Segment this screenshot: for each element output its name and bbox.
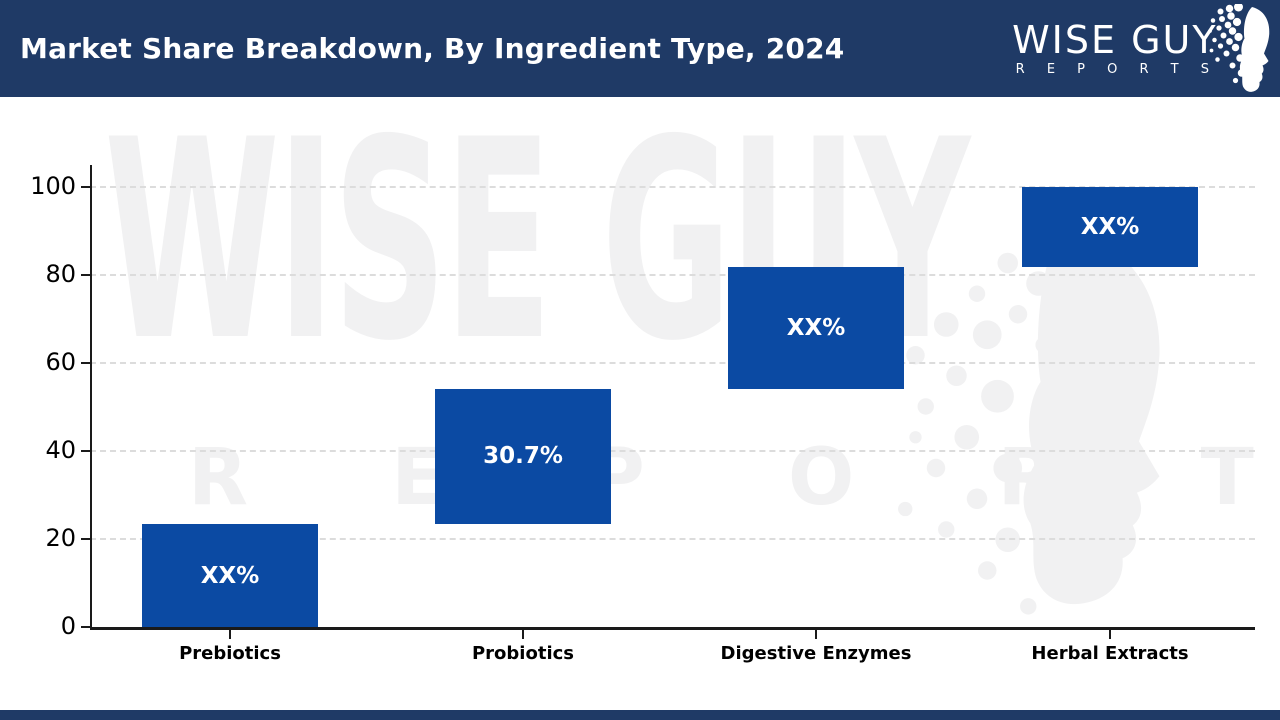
y-tick-label-60: 60 [45, 348, 76, 376]
logo-face-icon [1208, 4, 1270, 92]
x-tick-mark-digestive-enzymes [815, 630, 817, 639]
x-axis-spine [90, 627, 1255, 630]
gridline-60 [90, 362, 1255, 364]
brand-logo-text: WISE GUY R E P O R T S [1012, 21, 1218, 77]
chart-title: Market Share Breakdown, By Ingredient Ty… [20, 32, 845, 65]
x-tick-mark-herbal-extracts [1109, 630, 1111, 639]
logo-subtext: R E P O R T S [1015, 62, 1218, 77]
bar-probiotics: 30.7% [435, 388, 611, 525]
bar-value-label: XX% [200, 562, 260, 589]
y-tick-label-80: 80 [45, 260, 76, 288]
bar-prebiotics: XX% [142, 524, 318, 627]
y-tick-mark-100 [81, 186, 90, 188]
bar-herbal-extracts: XX% [1022, 187, 1198, 268]
y-tick-mark-20 [81, 538, 90, 540]
x-tick-mark-prebiotics [229, 630, 231, 639]
x-category-label-digestive-enzymes: Digestive Enzymes [720, 643, 912, 664]
gridline-20 [90, 538, 1255, 540]
logo-wordmark: WISE GUY [1012, 18, 1218, 62]
y-tick-label-100: 100 [30, 172, 76, 200]
brand-logo: WISE GUY R E P O R T S [1012, 4, 1272, 94]
x-category-label-prebiotics: Prebiotics [179, 643, 281, 664]
plot-area: WISE GUY R E P O R T S 020406080100Prebi… [0, 97, 1280, 710]
gridline-100 [90, 186, 1255, 188]
y-tick-label-0: 0 [60, 612, 76, 640]
y-tick-mark-0 [81, 626, 90, 628]
bar-value-label: 30.7% [483, 443, 563, 470]
footer-bar [0, 710, 1280, 720]
y-tick-mark-40 [81, 450, 90, 452]
gridline-80 [90, 274, 1255, 276]
y-tick-mark-60 [81, 362, 90, 364]
x-category-label-probiotics: Probiotics [471, 643, 574, 664]
header-bar: Market Share Breakdown, By Ingredient Ty… [0, 0, 1280, 97]
y-axis-spine [90, 165, 92, 629]
bar-value-label: XX% [786, 315, 846, 342]
x-category-label-herbal-extracts: Herbal Extracts [1031, 643, 1189, 664]
y-tick-label-40: 40 [45, 436, 76, 464]
gridline-40 [90, 450, 1255, 452]
watermark-face-icon [898, 230, 1160, 615]
x-tick-mark-probiotics [522, 630, 524, 639]
y-tick-label-20: 20 [45, 524, 76, 552]
y-tick-mark-80 [81, 274, 90, 276]
bar-value-label: XX% [1080, 214, 1140, 241]
bar-digestive-enzymes: XX% [728, 267, 904, 389]
